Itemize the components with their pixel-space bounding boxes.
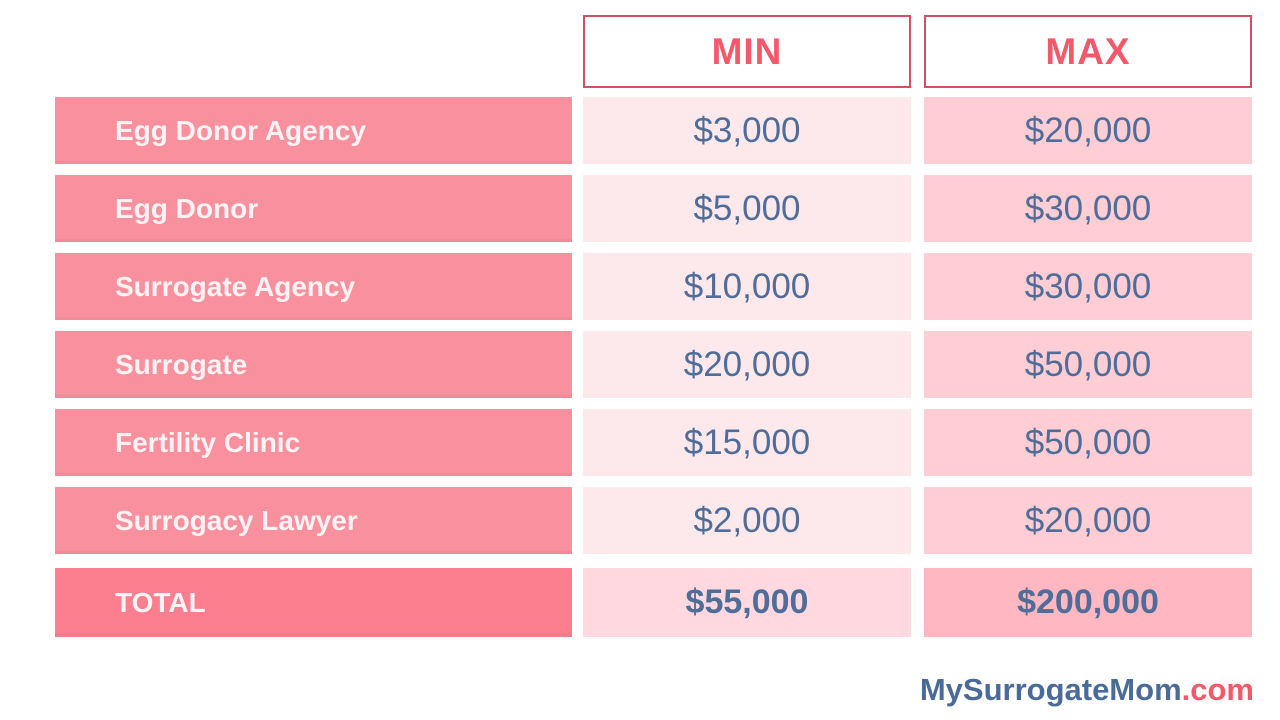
total-max-value-cell: $200,000 — [924, 568, 1252, 637]
max-value-cell: $50,000 — [924, 331, 1252, 398]
brand-tld: .com — [1181, 672, 1254, 707]
site-watermark: MySurrogateMom.com — [920, 672, 1254, 708]
min-value-cell: $3,000 — [583, 97, 911, 164]
max-value-cell: $50,000 — [924, 409, 1252, 476]
max-column-header: MAX — [924, 15, 1252, 88]
table-row: Fertility Clinic $15,000 $50,000 — [55, 409, 1253, 476]
min-value-cell: $20,000 — [583, 331, 911, 398]
row-label: Fertility Clinic — [55, 409, 572, 476]
total-min-value-cell: $55,000 — [583, 568, 911, 637]
row-label: Surrogate Agency — [55, 253, 572, 320]
table-row: Surrogacy Lawyer $2,000 $20,000 — [55, 487, 1253, 554]
max-value-cell: $20,000 — [924, 487, 1252, 554]
min-value-cell: $2,000 — [583, 487, 911, 554]
max-value-cell: $30,000 — [924, 175, 1252, 242]
table-row: Egg Donor Agency $3,000 $20,000 — [55, 97, 1253, 164]
brand-name: MySurrogateMom — [919, 672, 1182, 707]
min-column-header: MIN — [583, 15, 911, 88]
header-spacer — [55, 15, 572, 88]
table-header-row: MIN MAX — [55, 15, 1253, 88]
max-value-cell: $20,000 — [924, 97, 1252, 164]
cost-table: MIN MAX Egg Donor Agency $3,000 $20,000 … — [55, 15, 1253, 637]
total-row: TOTAL $55,000 $200,000 — [55, 568, 1253, 637]
max-value-cell: $30,000 — [924, 253, 1252, 320]
table-row: Egg Donor $5,000 $30,000 — [55, 175, 1253, 242]
min-value-cell: $15,000 — [583, 409, 911, 476]
table-row: Surrogate Agency $10,000 $30,000 — [55, 253, 1253, 320]
row-label: Egg Donor Agency — [55, 97, 572, 164]
row-label: Surrogate — [55, 331, 572, 398]
total-row-label: TOTAL — [55, 568, 572, 637]
min-value-cell: $5,000 — [583, 175, 911, 242]
min-value-cell: $10,000 — [583, 253, 911, 320]
row-label: Egg Donor — [55, 175, 572, 242]
row-label: Surrogacy Lawyer — [55, 487, 572, 554]
table-row: Surrogate $20,000 $50,000 — [55, 331, 1253, 398]
